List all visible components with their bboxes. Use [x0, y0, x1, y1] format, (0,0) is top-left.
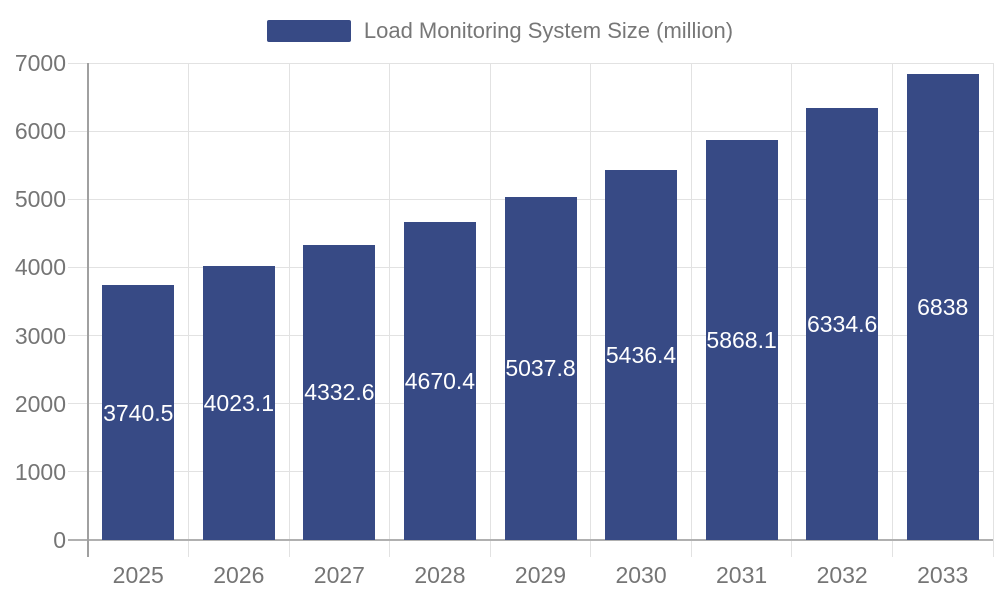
y-axis-tick-label: 2000: [14, 390, 66, 417]
x-gridline: [891, 63, 893, 557]
x-axis-tick-label: 2031: [716, 562, 768, 588]
x-axis-tick-label: 2027: [313, 562, 365, 588]
y-axis-tick-label: 5000: [14, 186, 66, 213]
bar: [504, 196, 577, 540]
bar-value-label: 3740.5: [103, 399, 174, 426]
y-axis-line: [87, 63, 89, 557]
bar-value-label: 4023.1: [203, 389, 274, 416]
y-axis-tick-label: 3000: [14, 322, 66, 349]
x-axis-tick-label: 2028: [414, 562, 466, 588]
legend[interactable]: Load Monitoring System Size (million): [0, 18, 1000, 44]
y-axis-tick-label: 7000: [14, 50, 66, 76]
y-axis-tick-label: 6000: [14, 118, 66, 145]
legend-swatch: [266, 20, 351, 42]
x-gridline: [288, 63, 290, 557]
x-gridline: [188, 63, 190, 557]
x-axis-tick-label: 2030: [615, 562, 667, 588]
x-gridline: [690, 63, 692, 557]
x-gridline: [992, 63, 994, 557]
bar: [806, 108, 879, 540]
x-axis-tick-label: 2029: [514, 562, 567, 588]
x-axis-tick-label: 2025: [112, 562, 164, 588]
x-gridline: [791, 63, 793, 557]
x-axis-tick-label: 2033: [917, 562, 969, 588]
x-gridline: [489, 63, 491, 557]
bar: [605, 169, 678, 540]
bar-value-label: 5436.4: [605, 341, 677, 368]
bar: [705, 140, 778, 540]
bar-value-label: 6838: [917, 294, 969, 321]
bar-value-label: 4670.4: [404, 367, 476, 394]
bar-value-label: 4332.6: [304, 379, 375, 406]
y-axis-tick-label: 0: [53, 527, 66, 553]
y-gridline: [68, 130, 993, 132]
bar: [906, 74, 979, 540]
bar: [403, 221, 476, 540]
bar-value-label: 5868.1: [706, 327, 777, 354]
x-axis-line: [68, 539, 993, 541]
legend-label: Load Monitoring System Size (million): [363, 18, 734, 43]
x-axis-tick-label: 2032: [816, 562, 868, 588]
bar: [303, 244, 376, 540]
bar: [102, 285, 175, 540]
y-axis-tick-label: 1000: [14, 458, 66, 485]
y-axis-tick-label: 4000: [14, 254, 66, 281]
bar-value-label: 5037.8: [505, 355, 576, 382]
bar: [202, 265, 275, 540]
bar-value-label: 6334.6: [806, 311, 878, 338]
y-gridline: [68, 62, 993, 64]
x-axis-tick-label: 2026: [213, 562, 265, 588]
x-gridline: [389, 63, 391, 557]
x-gridline: [590, 63, 592, 557]
